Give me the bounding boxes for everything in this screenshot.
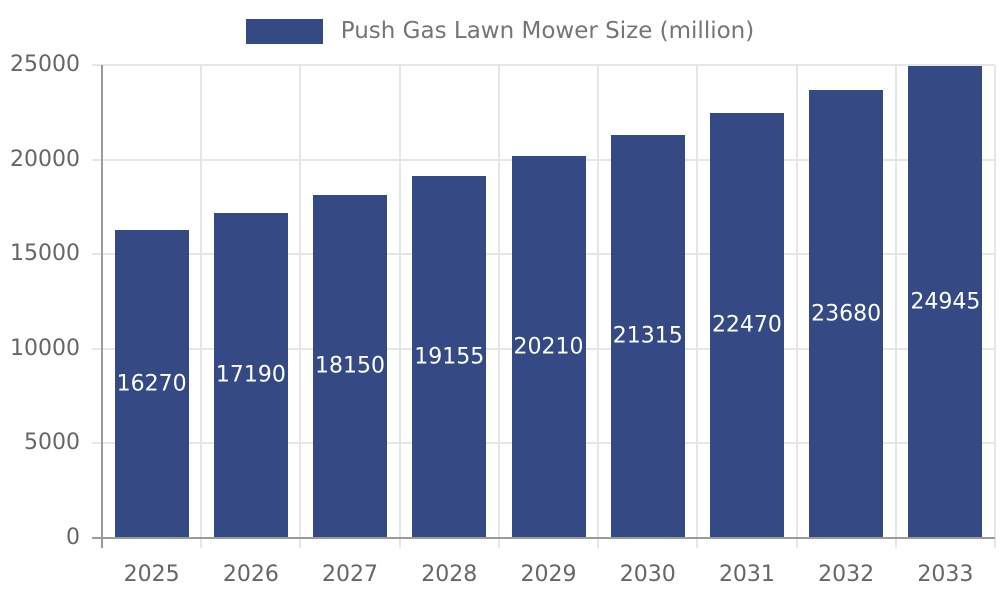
bar-value-label: 23680 — [811, 301, 882, 327]
x-axis-tick-label: 2028 — [421, 562, 478, 587]
v-gridline — [597, 65, 600, 548]
bar-value-label: 17190 — [215, 362, 286, 388]
y-axis-labels: 0 5000 10000 15000 20000 25000 — [0, 54, 80, 549]
v-gridline — [894, 65, 897, 548]
bar-2025[interactable]: 16270 — [114, 230, 189, 538]
v-gridline — [200, 65, 203, 548]
x-axis-tick-label: 2033 — [917, 562, 974, 587]
x-axis-tick-label: 2027 — [322, 562, 379, 587]
y-axis-line — [101, 65, 103, 548]
bar-2031[interactable]: 22470 — [709, 112, 784, 538]
v-gridline — [497, 65, 500, 548]
bar-value-label: 20210 — [513, 334, 584, 360]
v-gridline — [696, 65, 699, 548]
bar-2030[interactable]: 21315 — [610, 134, 685, 538]
v-gridline — [994, 65, 996, 548]
bar-2032[interactable]: 23680 — [809, 89, 884, 538]
y-axis-tick-label: 0 — [66, 525, 80, 550]
bar-value-label: 21315 — [612, 323, 683, 349]
bar-value-label: 22470 — [711, 312, 782, 338]
y-axis-tick-label: 15000 — [10, 241, 80, 267]
x-axis-tick-label: 2025 — [123, 562, 180, 587]
bar-value-label: 24945 — [910, 289, 981, 315]
bar-2028[interactable]: 19155 — [412, 175, 487, 538]
x-axis-tick-label: 2026 — [222, 562, 279, 587]
x-axis-tick-label: 2029 — [520, 562, 577, 587]
legend-item[interactable]: Push Gas Lawn Mower Size (million) — [0, 18, 1000, 44]
bar-2027[interactable]: 18150 — [313, 194, 388, 538]
bar-value-label: 18150 — [315, 353, 386, 379]
y-axis-tick-label: 10000 — [10, 335, 80, 361]
y-axis-tick-label: 5000 — [24, 430, 80, 456]
y-axis-tick-label: 25000 — [10, 52, 80, 77]
y-axis-tick-label: 20000 — [10, 146, 80, 172]
x-axis-tick-label: 2031 — [718, 562, 775, 587]
x-axis-line — [92, 537, 995, 539]
x-axis-tick-label: 2030 — [619, 562, 676, 587]
bar-2026[interactable]: 17190 — [213, 212, 288, 538]
v-gridline — [795, 65, 798, 548]
h-gridline — [92, 64, 995, 66]
legend-label: Push Gas Lawn Mower Size (million) — [340, 18, 755, 44]
plot-area: 16270 17190 18150 19155 20210 21315 22470 23680… — [92, 64, 996, 548]
legend-swatch — [245, 18, 323, 44]
bar-2033[interactable]: 24945 — [908, 66, 983, 538]
v-gridline — [299, 65, 302, 548]
bar-value-label: 16270 — [116, 371, 187, 397]
x-axis-tick-label: 2032 — [818, 562, 875, 587]
bar-2029[interactable]: 20210 — [511, 155, 586, 538]
v-gridline — [398, 65, 401, 548]
x-axis-labels: 2025 2026 2027 2028 2029 2030 2031 2032 2033 — [102, 560, 995, 590]
bar-value-label: 19155 — [414, 344, 485, 370]
